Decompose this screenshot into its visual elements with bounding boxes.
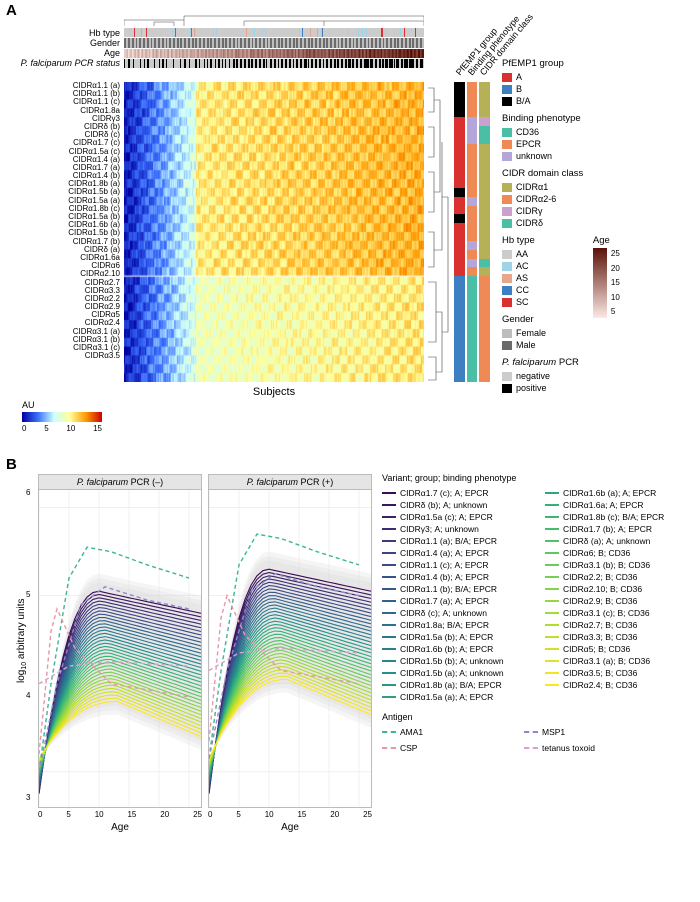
facet-container: P. falciparum PCR (–) P. falciparum PCR … [38, 474, 372, 808]
legend-variant-item: CIDRα2.9; B; CD36 [545, 595, 700, 607]
legend-variant-item: CIDRα1.7 (c); A; EPCR [382, 487, 537, 499]
legend-variant-item: CIDRα3.5; B; CD36 [545, 667, 700, 679]
legend-variant-item: CIDRα2.2; B; CD36 [545, 571, 700, 583]
legend-variant-item: CIDRα3.1 (c); B; CD36 [545, 607, 700, 619]
legend-variant-item: CIDRα1.4 (a); A; EPCR [382, 547, 537, 559]
panel-a-legend: PfEMP1 groupABB/ABinding phenotypeCD36EP… [502, 58, 700, 400]
x-axis-titles: Age Age [38, 822, 372, 833]
meta-label-pcr: P. falciparum PCR status [10, 58, 120, 68]
legend-antigen-item: tetanus toxoid [524, 742, 654, 754]
column-meta-labels: Hb type Gender Age P. falciparum PCR sta… [10, 28, 120, 68]
legend-variant-item: CIDRα1.5a (a); A; EPCR [382, 691, 537, 703]
panel-b: log10 arbitrary units 6 5 4 3 P. falcipa… [10, 464, 690, 894]
legend-variant-item: CIDRα1.6b (a); A; EPCR [545, 487, 700, 499]
legend-variant-item: CIDRα6; B; CD36 [545, 547, 700, 559]
row-annotation-bars [454, 82, 490, 382]
x-axis-ticks: 0510152025 0510152025 [38, 810, 372, 819]
column-meta-tracks [124, 28, 424, 68]
legend-variant-item: CIDRα1.6a; A; EPCR [545, 499, 700, 511]
legend-antigen-item: MSP1 [524, 726, 654, 738]
heatmap [124, 82, 424, 382]
y-axis-ticks: 6 5 4 3 [26, 488, 30, 802]
heatmap-colorbar: AU 0 5 10 15 [10, 400, 120, 433]
panel-a: Hb type Gender Age P. falciparum PCR sta… [10, 10, 690, 450]
legend-variant-item: CIDRα3.1 (a); B; CD36 [545, 655, 700, 667]
facet-strip-pos: P. falciparum PCR (+) [208, 474, 372, 489]
figure-root: A Hb type Gender Age P. falciparum PCR s… [0, 0, 700, 902]
heatmap-x-title: Subjects [124, 386, 424, 398]
legend-variant-item: CIDRα1.5b (b); A; unknown [382, 655, 537, 667]
column-dendrogram [124, 14, 424, 26]
legend-variant-item: CIDRα5; B; CD36 [545, 643, 700, 655]
meta-label-gender: Gender [10, 38, 120, 48]
legend-variant-item: CIDRα1.8b (a); B/A; EPCR [382, 679, 537, 691]
legend-antigen-item: CSP [382, 742, 512, 754]
legend-variant-item: CIDRα3.3; B; CD36 [545, 631, 700, 643]
colorbar-ticks: 0 5 10 15 [22, 424, 102, 433]
facet-pcr-neg: P. falciparum PCR (–) [38, 474, 202, 808]
legend-variant-item: CIDRα1.6b (b); A; EPCR [382, 643, 537, 655]
legend-variant-item: CIDRδ (a); A; unknown [545, 535, 700, 547]
row-dendrogram [428, 82, 450, 382]
legend-variant-item: CIDRα1.5a (b); A; EPCR [382, 631, 537, 643]
legend-variant-item: CIDRα1.1 (a); B/A; EPCR [382, 535, 537, 547]
meta-label-hb: Hb type [10, 28, 120, 38]
legend-variant-item: CIDRα1.1 (c); A; EPCR [382, 559, 537, 571]
facet-strip-neg: P. falciparum PCR (–) [38, 474, 202, 489]
legend-variant-item: CIDRα2.7; B; CD36 [545, 619, 700, 631]
colorbar-gradient [22, 412, 102, 422]
legend-variant-item: CIDRα2.4; B; CD36 [545, 679, 700, 691]
legend-variant-item: CIDRα2.10; B; CD36 [545, 583, 700, 595]
legend-variant-item: CIDRγ3; A; unknown [382, 523, 537, 535]
legend-variant-item: CIDRα3.1 (b); B; CD36 [545, 559, 700, 571]
legend-variant-item: CIDRδ (b); A; unknown [382, 499, 537, 511]
heatmap-row-labels: CIDRα1.1 (a)CIDRα1.1 (b)CIDRα1.1 (c)CIDR… [10, 82, 120, 360]
panel-b-legend: Variant; group; binding phenotype CIDRα1… [382, 472, 700, 754]
row-annot-titles: PfEMP1 group Binding phenotype CIDR doma… [454, 10, 490, 78]
legend-variant-item: CIDRα1.7 (a); A; EPCR [382, 595, 537, 607]
legend-variant-item: CIDRα1.5a (c); A; EPCR [382, 511, 537, 523]
legend-variant-item: CIDRα1.8a; B/A; EPCR [382, 619, 537, 631]
legend-variant-item: CIDRα1.5b (a); A; unknown [382, 667, 537, 679]
legend-variant-item: CIDRδ (c); A; unknown [382, 607, 537, 619]
legend-variant-item: CIDRα1.8b (c); B/A; EPCR [545, 511, 700, 523]
colorbar-title: AU [22, 400, 120, 410]
legend-variant-item: CIDRα1.1 (b); B/A; EPCR [382, 583, 537, 595]
meta-label-age: Age [10, 48, 120, 58]
facet-pcr-pos: P. falciparum PCR (+) [208, 474, 372, 808]
legend-variant-item: CIDRα1.4 (b); A; EPCR [382, 571, 537, 583]
plot-pcr-neg [39, 490, 201, 807]
heatmap-row-label: CIDRα3.5 [10, 352, 120, 360]
legend-variant-item: CIDRα1.7 (b); A; EPCR [545, 523, 700, 535]
plot-pcr-pos [209, 490, 371, 807]
legend-antigen-item: AMA1 [382, 726, 512, 738]
